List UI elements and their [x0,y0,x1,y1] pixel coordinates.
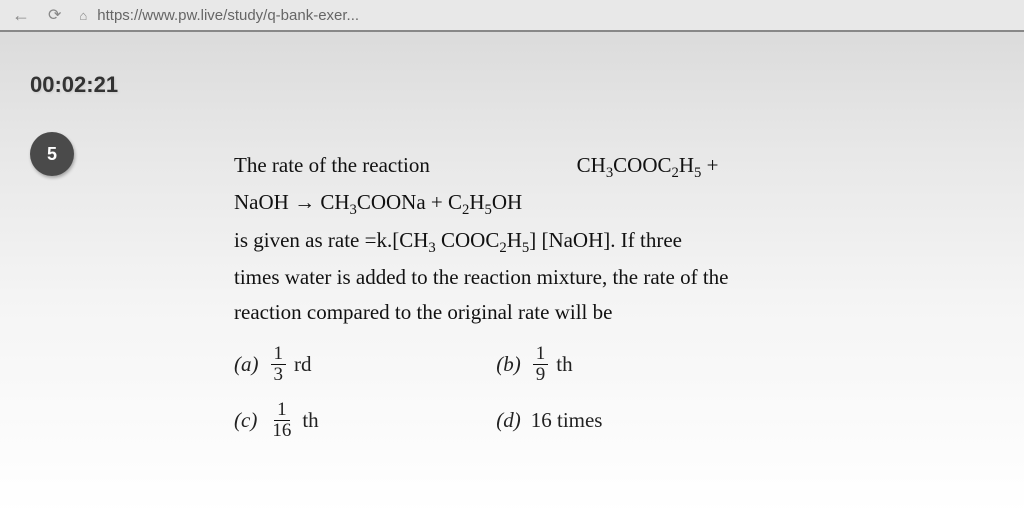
content-area: 00:02:21 5 The rate of the reaction CH3C… [0,32,1024,441]
option-d-label: (d) [496,408,521,433]
option-d[interactable]: (d) 16 times [496,400,728,441]
question-line-3: is given as rate =k.[CH3 COOC2H5] [NaOH]… [234,223,728,260]
option-a-suffix: rd [294,352,312,377]
reload-icon[interactable]: ⟳ [48,5,61,25]
option-b-suffix: th [556,352,572,377]
option-b[interactable]: (b) 1 9 th [496,344,728,385]
question-row: 5 The rate of the reaction CH3COOC2H5 + … [30,128,994,441]
url-text: https://www.pw.live/study/q-bank-exer... [97,7,359,24]
question-line-5: reaction compared to the original rate w… [234,295,728,330]
option-b-fraction: 1 9 [533,344,549,385]
option-c-label: (c) [234,408,257,433]
timer-display: 00:02:21 [30,72,994,98]
option-a-fraction: 1 3 [271,344,287,385]
question-line-1: The rate of the reaction CH3COOC2H5 + [234,148,728,185]
option-c-fraction: 1 16 [269,400,294,441]
url-area[interactable]: ⌂ https://www.pw.live/study/q-bank-exer.… [79,7,359,24]
option-d-text: 16 times [531,408,603,433]
question-line-2: NaOH → CH3COONa + C2H5OH [234,185,728,222]
lock-icon: ⌂ [79,8,87,23]
back-arrow-icon[interactable]: ← [12,5,30,26]
question-intro: The rate of the reaction [234,148,430,183]
formula-reactant: CH3COOC2H5 + [577,148,729,185]
option-a-label: (a) [234,352,259,377]
browser-address-bar: ← ⟳ ⌂ https://www.pw.live/study/q-bank-e… [0,0,1024,32]
question-number-badge: 5 [30,132,74,176]
option-b-label: (b) [496,352,521,377]
question-line-4: times water is added to the reaction mix… [234,260,728,295]
options-grid: (a) 1 3 rd (b) 1 9 th (c) [234,344,728,442]
option-c[interactable]: (c) 1 16 th [234,400,466,441]
question-text: The rate of the reaction CH3COOC2H5 + Na… [234,148,728,330]
option-a[interactable]: (a) 1 3 rd [234,344,466,385]
question-body: The rate of the reaction CH3COOC2H5 + Na… [234,148,728,441]
browser-nav-icons: ← ⟳ [12,5,61,26]
option-c-suffix: th [302,408,318,433]
